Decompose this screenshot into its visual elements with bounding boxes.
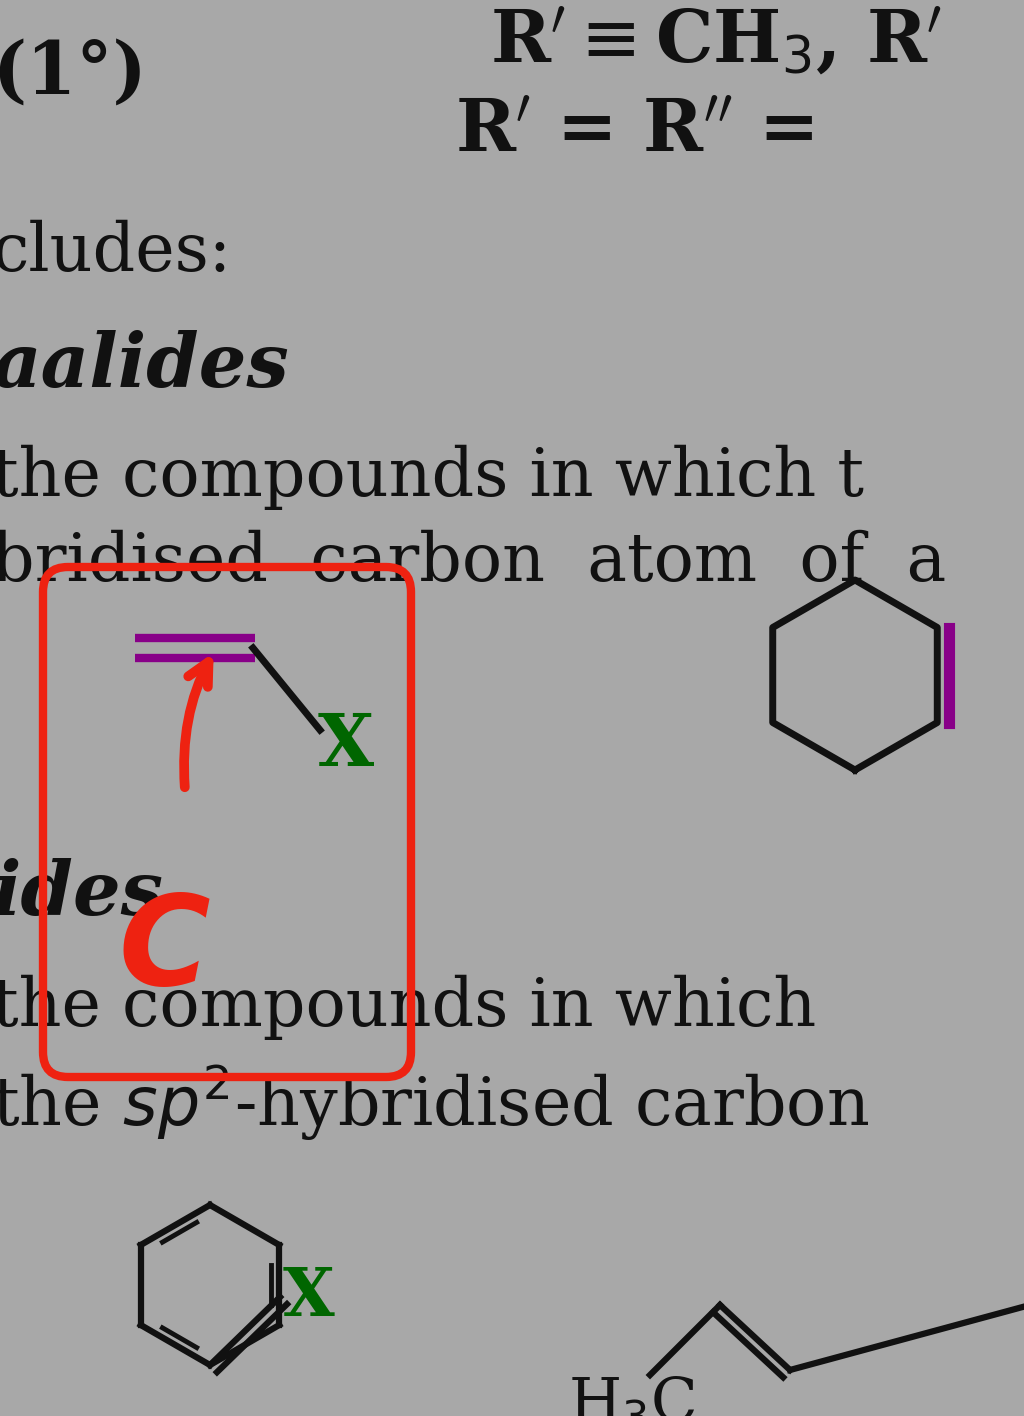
Text: H$_3$C: H$_3$C [568,1375,695,1416]
Text: cludes:: cludes: [0,219,232,285]
Text: C: C [118,891,210,1011]
Text: the compounds in which t: the compounds in which t [0,445,864,510]
Text: X: X [283,1264,335,1330]
Text: X: X [318,709,374,782]
Text: the compounds in which: the compounds in which [0,976,816,1041]
Text: bridised  carbon  atom  of  a: bridised carbon atom of a [0,530,946,595]
Text: R$'$$\equiv$CH$_3$, R$'$: R$'$$\equiv$CH$_3$, R$'$ [490,6,942,76]
Text: R$'$ = R$''$ =: R$'$ = R$''$ = [455,95,813,166]
Text: the $sp^2$-hybridised carbon: the $sp^2$-hybridised carbon [0,1062,869,1143]
Text: (1°): (1°) [0,38,146,109]
Text: ides: ides [0,858,163,930]
Text: aalides: aalides [0,330,289,402]
